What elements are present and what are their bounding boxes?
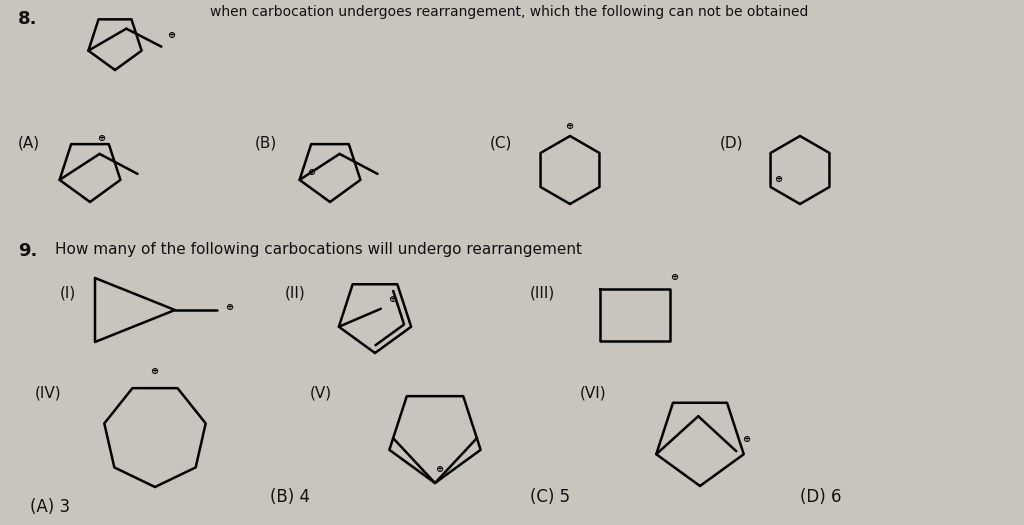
Text: (IV): (IV): [35, 385, 61, 400]
Text: 9.: 9.: [18, 242, 37, 260]
Text: $\mathbf{\oplus}$: $\mathbf{\oplus}$: [774, 174, 783, 184]
Text: $\mathbf{\oplus}$: $\mathbf{\oplus}$: [151, 366, 160, 376]
Text: (I): (I): [60, 285, 76, 300]
Text: (III): (III): [530, 285, 555, 300]
Text: (A): (A): [18, 135, 40, 150]
Text: $\mathbf{\oplus}$: $\mathbf{\oplus}$: [307, 167, 316, 177]
Text: (B): (B): [255, 135, 278, 150]
Text: $\mathbf{\oplus}$: $\mathbf{\oplus}$: [671, 272, 680, 282]
Text: (II): (II): [285, 285, 306, 300]
Text: (V): (V): [310, 385, 332, 400]
Text: (A) 3: (A) 3: [30, 498, 70, 516]
Text: $\mathbf{\oplus}$: $\mathbf{\oplus}$: [167, 29, 176, 40]
Text: (C) 5: (C) 5: [530, 488, 570, 506]
Text: How many of the following carbocations will undergo rearrangement: How many of the following carbocations w…: [55, 242, 582, 257]
Text: (D): (D): [720, 135, 743, 150]
Text: $\mathbf{\oplus}$: $\mathbf{\oplus}$: [388, 294, 397, 304]
Text: $\mathbf{\oplus}$: $\mathbf{\oplus}$: [435, 464, 444, 474]
Text: (B) 4: (B) 4: [270, 488, 310, 506]
Text: $\mathbf{\oplus}$: $\mathbf{\oplus}$: [97, 133, 106, 143]
Text: (C): (C): [490, 135, 512, 150]
Text: $\mathbf{\oplus}$: $\mathbf{\oplus}$: [565, 121, 574, 131]
Text: when carbocation undergoes rearrangement, which the following can not be obtaine: when carbocation undergoes rearrangement…: [210, 5, 808, 19]
Text: $\mathbf{\oplus}$: $\mathbf{\oplus}$: [741, 434, 751, 444]
Text: 8.: 8.: [18, 10, 38, 28]
Text: (VI): (VI): [580, 385, 606, 400]
Text: $\mathbf{\oplus}$: $\mathbf{\oplus}$: [225, 302, 234, 312]
Text: (D) 6: (D) 6: [800, 488, 842, 506]
